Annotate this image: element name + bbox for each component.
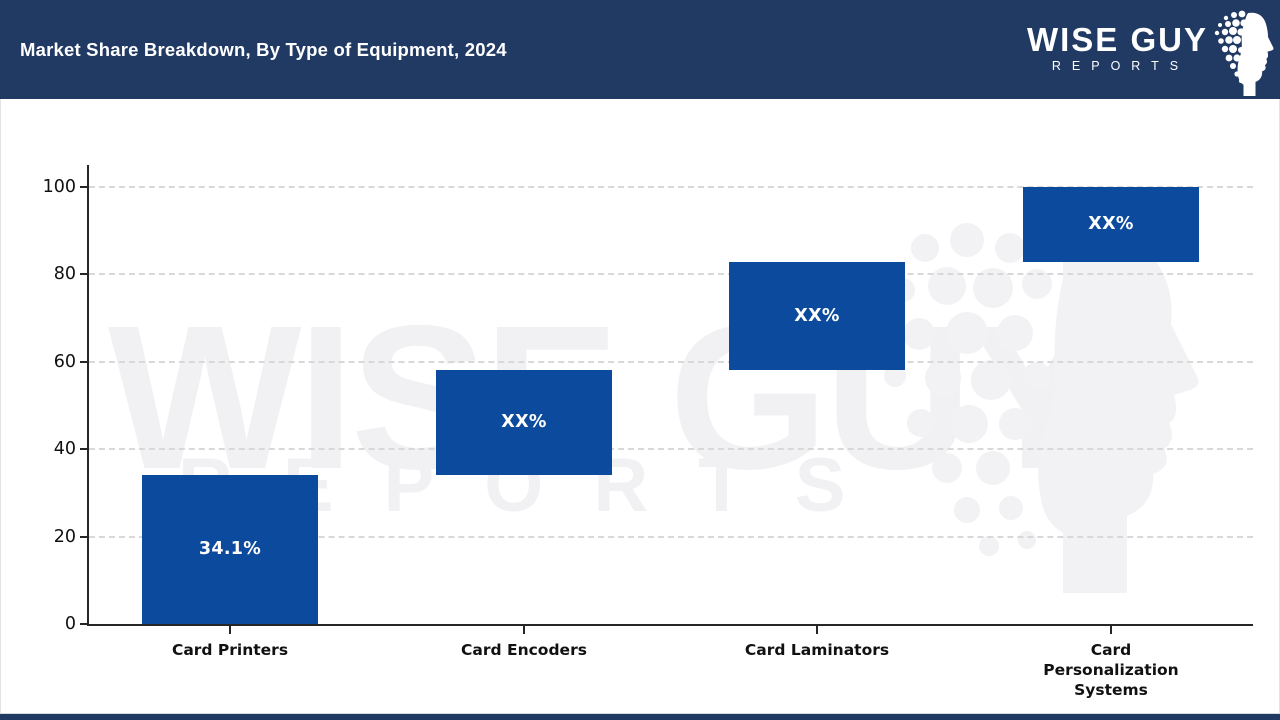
- y-tick-mark: [80, 623, 88, 625]
- gridline: [89, 448, 1253, 451]
- y-tick-label: 100: [42, 177, 76, 197]
- y-tick-label: 80: [53, 264, 76, 285]
- x-tick-mark: [229, 626, 231, 634]
- y-tick-mark: [80, 535, 88, 538]
- logo-text: WISE GUY REPORTS: [1026, 21, 1208, 74]
- waterfall-bar: XX%: [436, 369, 612, 475]
- waterfall-bar: XX%: [1023, 187, 1199, 262]
- gridline: [89, 273, 1253, 276]
- y-tick-mark: [80, 448, 88, 451]
- y-tick-mark: [80, 186, 88, 188]
- gridline: [89, 535, 1253, 538]
- header-bar: Market Share Breakdown, By Type of Equip…: [0, 0, 1280, 99]
- bar-value-label: XX%: [1088, 214, 1134, 235]
- waterfall-bar: XX%: [729, 261, 905, 370]
- bar-value-label: XX%: [501, 412, 547, 433]
- category-label: Card Laminators: [744, 641, 890, 659]
- y-tick-mark: [80, 360, 88, 363]
- page-title: Market Share Breakdown, By Type of Equip…: [20, 38, 507, 60]
- bar-value-label: 34.1%: [198, 539, 262, 560]
- y-axis-spine: [87, 165, 89, 626]
- x-tick-mark: [523, 626, 525, 634]
- y-tick-label: 0: [64, 614, 76, 634]
- x-tick-mark: [816, 626, 818, 634]
- y-tick-label: 60: [53, 351, 76, 372]
- x-axis-spine: [87, 624, 1253, 626]
- logo-subtitle: REPORTS: [1051, 59, 1190, 73]
- category-label: Card Encoders: [461, 641, 587, 659]
- category-label: Card Personalization Systems: [1043, 641, 1179, 699]
- bar-value-label: XX%: [794, 305, 840, 326]
- y-tick-label: 20: [53, 526, 76, 547]
- y-tick-mark: [80, 273, 88, 276]
- y-tick-label: 40: [53, 439, 76, 460]
- watermark-head-icon: [884, 223, 1199, 593]
- logo-head-icon: [1214, 10, 1274, 96]
- logo-wordmark: WISE GUY: [1026, 21, 1208, 58]
- gridline: [89, 186, 1253, 188]
- gridline: [89, 360, 1253, 363]
- footer-bar: [0, 714, 1280, 720]
- waterfall-bar: 34.1%: [142, 474, 318, 624]
- wise-guy-logo: WISE GUY REPORTS: [1014, 4, 1274, 96]
- x-tick-mark: [1110, 626, 1112, 634]
- category-label: Card Printers: [171, 641, 289, 659]
